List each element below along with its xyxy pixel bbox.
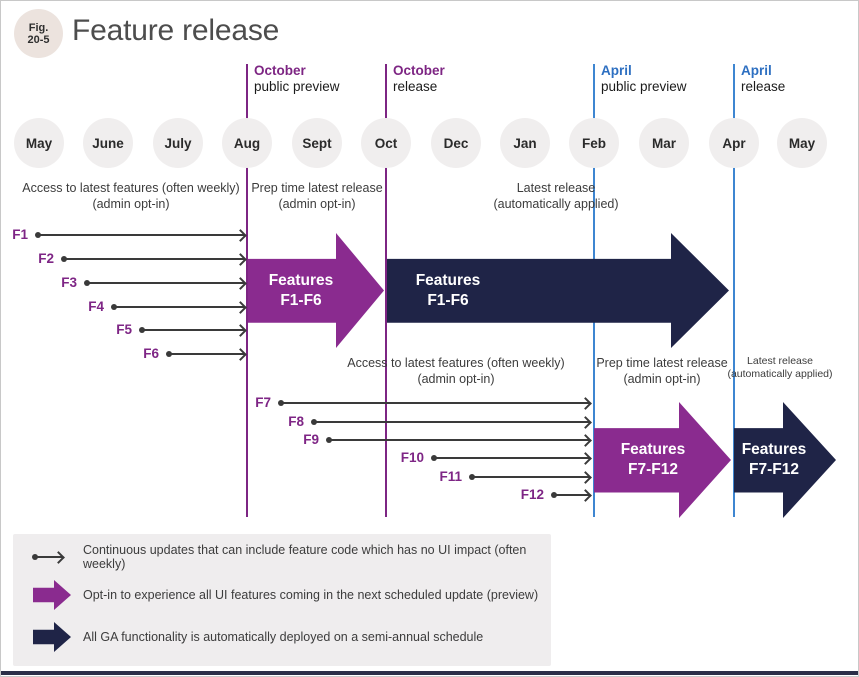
feature-arrow-f2: F2	[1, 250, 244, 268]
feature-arrow-f8: F8	[1, 413, 589, 431]
figure-title: Feature release	[72, 14, 280, 47]
ga-arrow-icon	[33, 622, 73, 652]
feature-label-f2: F2	[38, 251, 54, 266]
month-circle-may-11: May	[777, 118, 827, 168]
feature-label-f3: F3	[61, 275, 77, 290]
month-circle-apr-10: Apr	[709, 118, 759, 168]
line-arrow-icon	[32, 542, 73, 572]
feature-arrow-f12: F12	[1, 486, 589, 504]
feature-arrow-f1: F1	[1, 226, 244, 244]
milestone-title: October	[393, 63, 445, 78]
milestone-subtitle: release	[393, 78, 438, 94]
feature-arrow-line	[84, 280, 244, 286]
annotation-5: Prep time latest release (admin opt-in)	[596, 356, 728, 386]
feature-label-f7: F7	[255, 395, 271, 410]
feature-arrow-line	[139, 327, 244, 333]
legend-item-continuous-updates: Continuous updates that can include feat…	[32, 542, 541, 572]
feature-arrow-line	[35, 232, 244, 238]
annotation-6: Latest release (automatically applied)	[727, 355, 833, 380]
legend-item-preview-optin: Opt-in to experience all UI features com…	[33, 580, 541, 610]
block-arrow-label: Features F1-F6	[268, 271, 334, 309]
figure-number-badge: Fig. 20-5	[14, 9, 63, 58]
feature-arrow-f4: F4	[1, 298, 244, 316]
block-arrow-label: Features F1-F6	[415, 271, 481, 309]
feature-arrow-f10: F10	[1, 449, 589, 467]
feature-label-f4: F4	[88, 299, 104, 314]
milestone-title: April	[741, 63, 772, 78]
feature-arrow-f6: F6	[1, 345, 244, 363]
block-arrow-label: Features F7-F12	[741, 441, 807, 478]
milestone-subtitle: public preview	[601, 78, 687, 94]
feature-arrow-f7: F7	[1, 394, 589, 412]
month-circle-jan-7: Jan	[500, 118, 550, 168]
milestone-label: April release	[741, 63, 785, 94]
feature-arrow-line	[469, 474, 589, 480]
feature-label-f6: F6	[143, 346, 159, 361]
milestone-line-october-public-preview	[246, 64, 248, 517]
feature-label-f1: F1	[12, 227, 28, 242]
month-circle-dec-6: Dec	[431, 118, 481, 168]
feature-arrow-line	[278, 400, 589, 406]
month-circle-feb-8: Feb	[569, 118, 619, 168]
feature-arrow-f5: F5	[1, 321, 244, 339]
legend-item-ga-deploy: All GA functionality is automatically de…	[33, 622, 541, 652]
milestone-line-april-release	[733, 64, 735, 517]
feature-arrow-line	[111, 304, 244, 310]
milestone-label: April public preview	[601, 63, 687, 94]
annotation-4: Access to latest features (often weekly)…	[347, 356, 565, 386]
block-arrow-october-preview: Features F1-F6	[248, 233, 384, 348]
milestone-title: April	[601, 63, 632, 78]
legend-item-label: Continuous updates that can include feat…	[83, 543, 527, 571]
month-circle-may-0: May	[14, 118, 64, 168]
month-circle-june-1: June	[83, 118, 133, 168]
figure-badge-line2: 20-5	[27, 33, 50, 46]
feature-arrow-line	[166, 351, 244, 357]
annotation-3: Latest release (automatically applied)	[493, 181, 619, 211]
milestone-label: October release	[393, 63, 445, 94]
month-circle-aug-3: Aug	[222, 118, 272, 168]
feature-arrow-line	[326, 437, 589, 443]
milestone-label: October public preview	[254, 63, 340, 94]
feature-arrow-line	[61, 256, 244, 262]
feature-label-f11: F11	[439, 469, 462, 484]
feature-label-f9: F9	[303, 432, 319, 447]
milestone-line-october-release	[385, 64, 387, 517]
bottom-bar	[1, 671, 858, 675]
month-circle-july-2: July	[153, 118, 203, 168]
legend: Continuous updates that can include feat…	[13, 534, 551, 666]
month-circle-oct-5: Oct	[361, 118, 411, 168]
feature-label-f12: F12	[520, 487, 544, 502]
feature-arrow-f3: F3	[1, 274, 244, 292]
figure-badge-line1: Fig.	[28, 21, 49, 34]
feature-label-f5: F5	[116, 322, 132, 337]
milestone-subtitle: release	[741, 78, 786, 94]
feature-arrow-line	[311, 419, 589, 425]
feature-label-f8: F8	[288, 414, 304, 429]
milestone-title: October	[254, 63, 306, 78]
feature-arrow-line	[551, 492, 589, 498]
feature-arrow-f9: F9	[1, 431, 589, 449]
feature-arrow-f11: F11	[1, 468, 589, 486]
feature-label-f10: F10	[400, 450, 424, 465]
annotation-2: Prep time latest release (admin opt-in)	[251, 181, 383, 211]
block-arrow-april-preview: Features F7-F12	[594, 402, 731, 518]
legend-item-label: All GA functionality is automatically de…	[83, 630, 484, 644]
milestone-subtitle: public preview	[254, 78, 340, 94]
block-arrow-label: Features F7-F12	[620, 441, 686, 478]
preview-arrow-icon	[33, 580, 73, 610]
month-circle-mar-9: Mar	[639, 118, 689, 168]
block-arrow-october-release: Features F1-F6	[387, 233, 729, 348]
annotation-1: Access to latest features (often weekly)…	[22, 181, 240, 211]
legend-item-label: Opt-in to experience all UI features com…	[83, 588, 539, 602]
month-circle-sept-4: Sept	[292, 118, 342, 168]
feature-arrow-line	[431, 455, 589, 461]
block-arrow-april-release: Features F7-F12	[734, 402, 836, 518]
